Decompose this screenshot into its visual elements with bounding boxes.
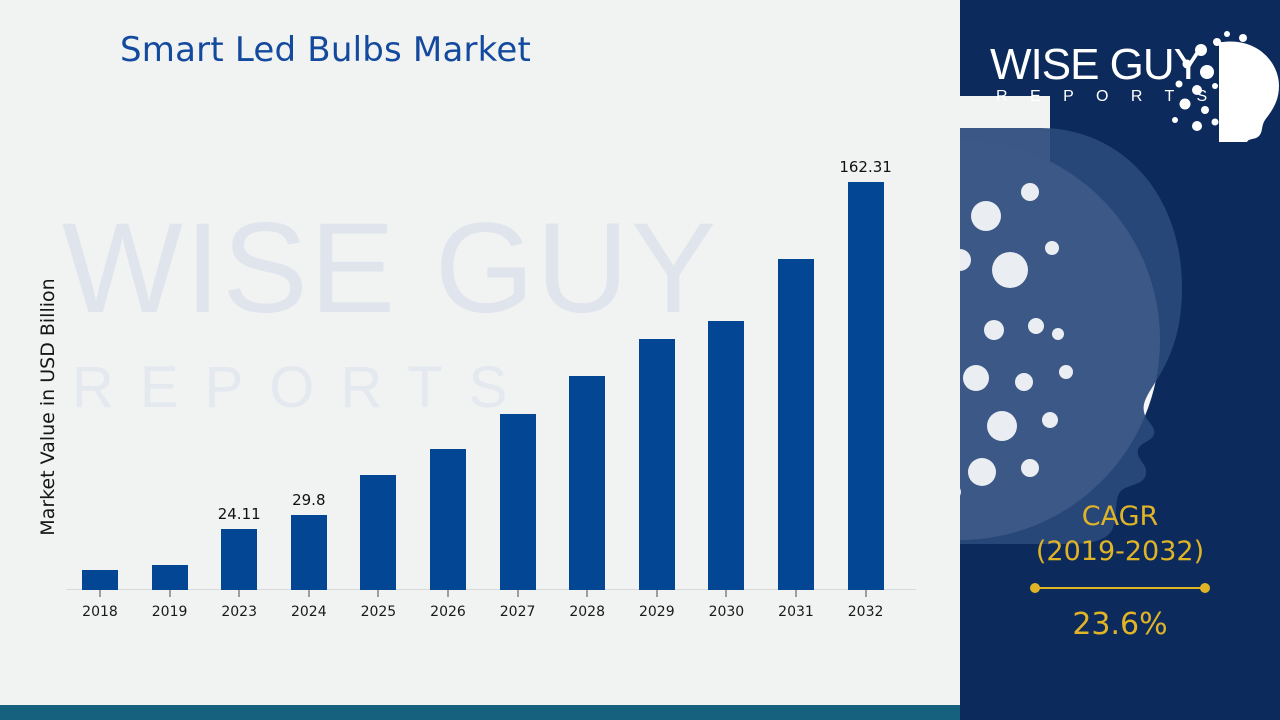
bar-group: 2025 bbox=[360, 150, 397, 620]
x-axis-tick-label: 2024 bbox=[290, 604, 327, 620]
x-axis-tick bbox=[586, 590, 588, 597]
x-axis-tick bbox=[517, 590, 519, 597]
x-axis-tick bbox=[377, 590, 379, 597]
bar bbox=[290, 515, 327, 590]
brand-panel: WISE GUY R E P O R T S CAGR (2019-2032) bbox=[960, 0, 1280, 720]
cagr-title: CAGR (2019-2032) bbox=[960, 500, 1280, 569]
bar-group: 2026 bbox=[430, 150, 466, 620]
x-axis-tick-label: 2030 bbox=[708, 604, 745, 620]
bar bbox=[708, 321, 745, 590]
bar bbox=[82, 570, 118, 590]
page-title: Smart Led Bulbs Market bbox=[120, 30, 532, 70]
bar-group: 2028 bbox=[569, 150, 606, 620]
bar-chart-plot: 2018 2019 24.11 2023 29.8 2024 2025 2026 2027 202… bbox=[66, 150, 916, 620]
x-axis-tick bbox=[169, 590, 171, 597]
bar bbox=[499, 414, 536, 590]
brand-logo-subtitle: R E P O R T S bbox=[996, 88, 1217, 105]
bar-value-label: 162.31 bbox=[839, 157, 892, 176]
x-axis-tick-label: 2019 bbox=[151, 604, 188, 620]
bar bbox=[360, 474, 397, 590]
x-axis-tick bbox=[725, 590, 727, 597]
brand-logo: WISE GUY R E P O R T S bbox=[982, 31, 1279, 142]
bar bbox=[430, 449, 466, 590]
bar bbox=[569, 376, 606, 590]
footer-strip bbox=[0, 705, 960, 720]
bar bbox=[847, 181, 884, 590]
bar-value-label: 24.11 bbox=[217, 505, 261, 524]
bar-group: 162.31 2032 bbox=[839, 150, 892, 620]
x-axis-tick bbox=[795, 590, 797, 597]
x-axis-tick-label: 2018 bbox=[82, 604, 118, 620]
bar-group: 2027 bbox=[499, 150, 536, 620]
x-axis-tick bbox=[308, 590, 310, 597]
bar-group: 2018 bbox=[82, 150, 118, 620]
x-axis-tick-label: 2031 bbox=[778, 604, 814, 620]
bar bbox=[221, 529, 258, 590]
bar-group: 2029 bbox=[638, 150, 675, 620]
bar-group: 29.8 2024 bbox=[290, 150, 327, 620]
head-profile-icon bbox=[960, 128, 1182, 544]
x-axis-tick bbox=[238, 590, 240, 597]
bar-group: 24.11 2023 bbox=[218, 150, 261, 620]
x-axis-tick-label: 2025 bbox=[360, 604, 397, 620]
bar-value-label: 29.8 bbox=[292, 491, 326, 510]
bar-group: 2019 bbox=[151, 150, 188, 620]
bar bbox=[638, 338, 675, 590]
cagr-divider-dot-left bbox=[1030, 583, 1040, 594]
bar-group: 2030 bbox=[708, 150, 745, 620]
cagr-divider bbox=[1030, 583, 1210, 594]
bar-group: 2031 bbox=[778, 150, 814, 620]
bar bbox=[778, 259, 814, 590]
x-axis-tick bbox=[99, 590, 101, 597]
cagr-value: 23.6% bbox=[1072, 607, 1168, 643]
x-axis-baseline bbox=[66, 589, 916, 590]
y-axis-label: Market Value in USD Billion bbox=[34, 232, 62, 582]
cagr-period: (2019-2032) bbox=[1035, 535, 1205, 567]
cagr-label: CAGR bbox=[1081, 501, 1159, 532]
x-axis-tick-label: 2032 bbox=[847, 604, 884, 620]
x-axis-tick-label: 2028 bbox=[569, 604, 606, 620]
x-axis-tick-label: 2027 bbox=[499, 604, 536, 620]
brand-logo-word: WISE GUY bbox=[990, 40, 1203, 89]
dotted-head-profile-icon bbox=[1172, 31, 1279, 142]
x-axis-tick-label: 2029 bbox=[638, 604, 675, 620]
bar bbox=[151, 564, 188, 590]
x-axis-tick-label: 2023 bbox=[221, 604, 258, 620]
cagr-divider-dot-right bbox=[1200, 583, 1210, 594]
x-axis-tick bbox=[447, 590, 449, 597]
cagr-divider-line bbox=[1036, 587, 1204, 590]
x-axis-tick bbox=[656, 590, 658, 597]
x-axis-tick bbox=[865, 590, 867, 597]
y-axis-label-text: Market Value in USD Billion bbox=[37, 278, 59, 536]
x-axis-tick-label: 2026 bbox=[430, 604, 466, 620]
cagr-block: CAGR (2019-2032) 23.6% bbox=[960, 500, 1280, 642]
chart-panel: Smart Led Bulbs Market WISE GUY REPORTS … bbox=[0, 30, 960, 720]
